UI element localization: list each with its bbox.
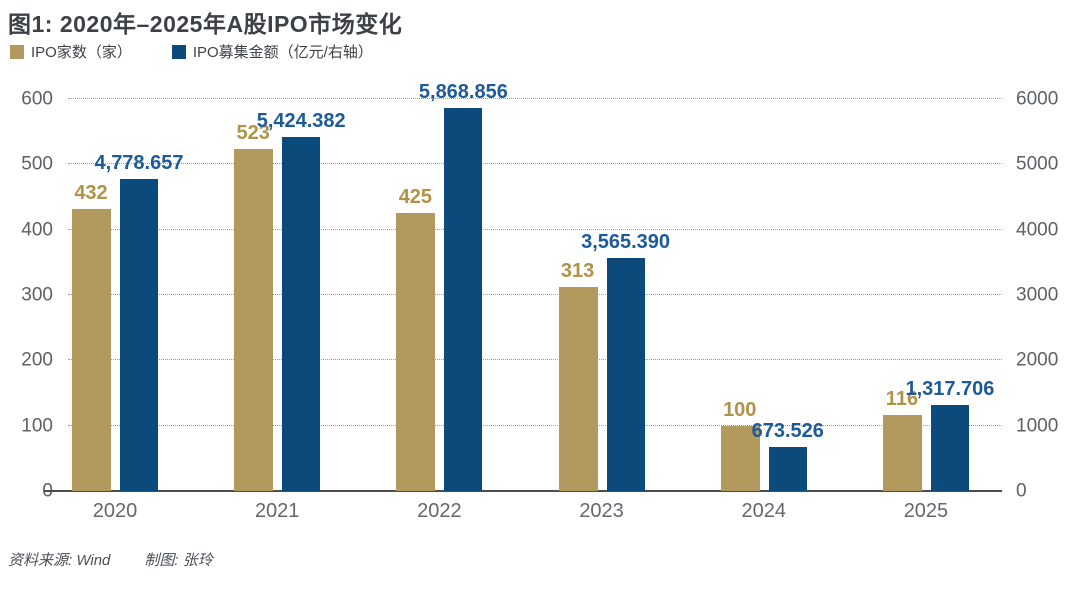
x-axis-label-2022: 2022 (417, 500, 462, 522)
x-axis-label-2021: 2021 (254, 500, 300, 522)
bar-ipo-amount-2023 (606, 258, 645, 491)
left-axis-tick-600: 600 (21, 88, 53, 110)
bar-ipo-count-2020 (72, 209, 111, 491)
credit-note: 制图: 张玲 (144, 552, 213, 569)
legend-swatch-icon (10, 44, 24, 59)
legend-item-0: IPO家数（家） (10, 41, 132, 62)
bar-ipo-amount-2022 (444, 108, 483, 491)
right-axis-tick-0: 0 (1016, 480, 1027, 502)
bar-ipo-amount-2021 (282, 137, 321, 491)
legend-item-1: IPO募集金额（亿元/右轴） (171, 41, 373, 62)
bar-group-2020: 432 4,778.657 2020 (72, 99, 183, 522)
bar-ipo-count-2021 (234, 149, 274, 491)
value-label-count-2025: 116 (885, 388, 919, 410)
value-label-amount-2022: 5,868.856 (418, 81, 508, 103)
bar-ipo-count-2023 (558, 287, 598, 491)
value-label-count-2023: 313 (560, 260, 595, 282)
gridline-600 (68, 98, 1002, 99)
bar-groups: 432 4,778.657 2020 523 5,424.382 2021 425 5,868… (66, 82, 1002, 522)
legend: IPO家数（家） IPO募集金额（亿元/右轴） (10, 41, 373, 62)
value-label-amount-2021: 5,424.382 (256, 110, 346, 132)
left-axis-tick-300: 300 (21, 284, 53, 306)
value-label-count-2021: 523 (236, 122, 270, 144)
right-axis-tick-4000: 4000 (1016, 219, 1059, 241)
left-axis-tick-500: 500 (21, 153, 53, 175)
bar-ipo-count-2025 (882, 415, 922, 491)
right-axis-tick-2000: 2000 (1016, 349, 1059, 371)
left-axis-tick-200: 200 (21, 349, 53, 371)
bar-ipo-count-2022 (396, 213, 436, 491)
gridline-200 (68, 359, 1002, 361)
bar-ipo-count-2024 (720, 426, 760, 491)
bar-ipo-amount-2020 (120, 179, 158, 491)
x-axis-baseline (44, 490, 1002, 492)
bar-group-2025: 116 1,317.706 2025 (882, 99, 994, 522)
value-label-amount-2023: 3,565.390 (581, 231, 671, 253)
right-axis-tick-6000: 6000 (1016, 88, 1059, 110)
bar-ipo-amount-2024 (768, 447, 807, 491)
x-axis-label-2020: 2020 (92, 500, 138, 522)
left-axis-tick-400: 400 (21, 219, 53, 241)
bar-group-2023: 313 3,565.390 2023 (558, 99, 670, 522)
value-label-count-2020: 432 (74, 182, 108, 204)
value-label-amount-2025: 1,317.706 (905, 378, 995, 400)
gridline-500 (68, 163, 1002, 165)
legend-label: IPO家数（家） (31, 44, 132, 61)
bar-ipo-amount-2025 (930, 405, 969, 491)
x-axis-label-2024: 2024 (741, 500, 787, 522)
bar-group-2022: 425 5,868.856 2022 (396, 82, 508, 522)
x-axis-label-2025: 2025 (903, 500, 949, 522)
right-axis-tick-3000: 3000 (1016, 284, 1059, 306)
gridline-300 (68, 294, 1002, 295)
legend-swatch-icon (171, 44, 186, 59)
gridline-400 (68, 228, 1002, 230)
legend-label: IPO募集金额（亿元/右轴） (192, 44, 373, 61)
bar-group-2024: 100 673.526 2024 (720, 99, 824, 522)
value-label-count-2024: 100 (723, 399, 757, 421)
x-axis-label-2023: 2023 (579, 500, 624, 522)
right-axis-tick-5000: 5000 (1016, 153, 1059, 175)
value-label-count-2022: 425 (398, 186, 433, 208)
plot-area: 6005004003002001000600050004000300020001… (21, 82, 1058, 522)
footer: 资料来源: Wind 制图: 张玲 (8, 549, 247, 570)
left-axis-tick-100: 100 (21, 415, 53, 437)
source-note: 资料来源: Wind (8, 552, 111, 569)
value-label-amount-2024: 673.526 (751, 420, 824, 442)
right-axis-tick-1000: 1000 (1016, 415, 1059, 437)
value-label-amount-2020: 4,778.657 (94, 152, 184, 174)
gridline-100 (68, 424, 1002, 426)
bar-group-2021: 523 5,424.382 2021 (234, 99, 346, 522)
chart-title: 图1: 2020年–2025年A股IPO市场变化 (8, 11, 403, 37)
